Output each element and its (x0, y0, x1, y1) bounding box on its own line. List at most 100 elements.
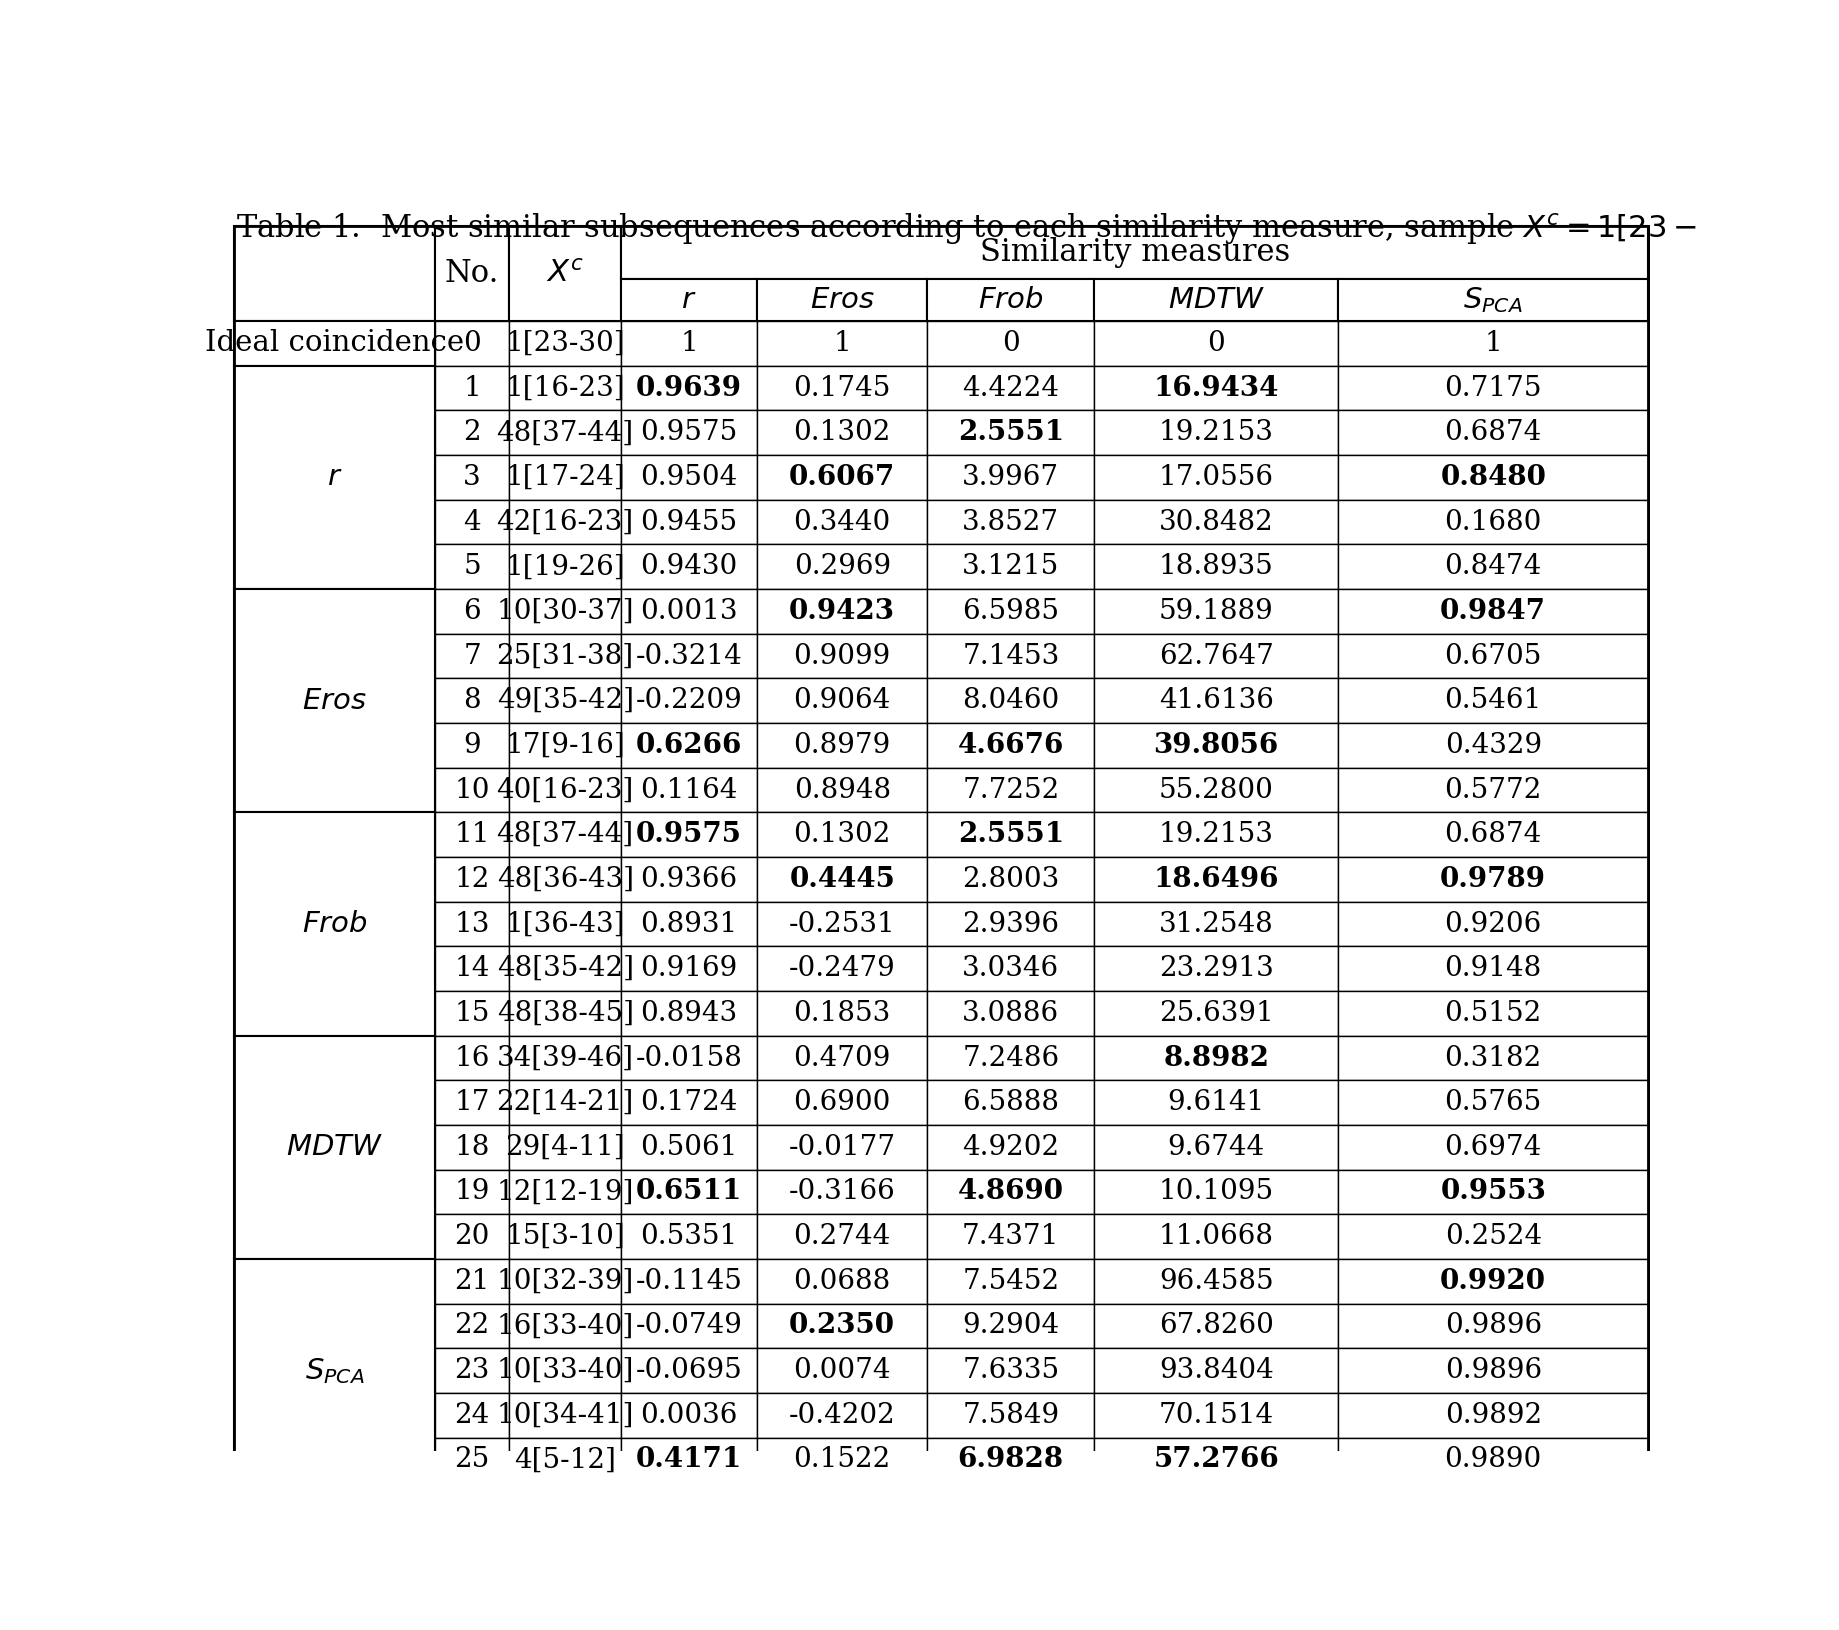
Text: $X^c$: $X^c$ (546, 258, 583, 289)
Bar (436, 857, 509, 901)
Text: $MDTW$: $MDTW$ (285, 1133, 383, 1161)
Bar (756, 544, 927, 588)
Text: 59.1889: 59.1889 (1159, 598, 1273, 624)
Text: 67.8260: 67.8260 (1159, 1312, 1273, 1340)
Text: 10.1095: 10.1095 (1159, 1178, 1273, 1206)
Text: $Eros$: $Eros$ (302, 686, 366, 714)
Text: 17[9-16]: 17[9-16] (506, 732, 625, 760)
Text: 0.6900: 0.6900 (793, 1089, 890, 1117)
Bar (927, 724, 1094, 768)
Text: -0.2209: -0.2209 (636, 688, 743, 714)
Bar (1337, 365, 1648, 411)
Text: 34[39-46]: 34[39-46] (497, 1045, 633, 1071)
Text: 0.0688: 0.0688 (793, 1268, 890, 1294)
Text: 1[23-30]: 1[23-30] (506, 329, 625, 357)
Text: 0.8931: 0.8931 (640, 911, 737, 937)
Bar (1094, 634, 1337, 678)
Text: 25: 25 (454, 1446, 489, 1474)
Text: 0.9575: 0.9575 (636, 822, 741, 848)
Bar (927, 812, 1094, 857)
Text: 96.4585: 96.4585 (1159, 1268, 1273, 1294)
Bar (622, 901, 756, 947)
Text: 0.4445: 0.4445 (789, 866, 896, 893)
Bar (927, 901, 1094, 947)
Text: 0.5061: 0.5061 (640, 1134, 737, 1161)
Text: 0.9099: 0.9099 (793, 642, 890, 670)
Bar (436, 1258, 509, 1304)
Bar (436, 1394, 509, 1438)
Text: 17.0556: 17.0556 (1159, 465, 1273, 491)
Text: 18.6496: 18.6496 (1153, 866, 1278, 893)
Bar (756, 724, 927, 768)
Bar (509, 500, 622, 544)
Text: 0.9206: 0.9206 (1444, 911, 1541, 937)
Bar (1337, 1348, 1648, 1394)
Bar (1337, 1304, 1648, 1348)
Text: 0.6705: 0.6705 (1444, 642, 1541, 670)
Text: 7.7252: 7.7252 (962, 776, 1059, 804)
Text: 0.6874: 0.6874 (1444, 419, 1541, 447)
Bar (1094, 1258, 1337, 1304)
Bar (1337, 588, 1648, 634)
Bar (927, 768, 1094, 812)
Bar (1337, 1214, 1648, 1258)
Bar (436, 1170, 509, 1214)
Text: 0.7175: 0.7175 (1444, 375, 1541, 401)
Bar (622, 857, 756, 901)
Text: 21: 21 (454, 1268, 489, 1294)
Bar (622, 1170, 756, 1214)
Text: 0.8480: 0.8480 (1440, 465, 1545, 491)
Text: 0.0036: 0.0036 (640, 1402, 737, 1430)
Text: 0.9504: 0.9504 (640, 465, 737, 491)
Bar (509, 544, 622, 588)
Bar (1337, 724, 1648, 768)
Text: 0.9430: 0.9430 (640, 553, 737, 580)
Bar (234, 1258, 436, 1482)
Bar (436, 544, 509, 588)
Text: 7.6335: 7.6335 (962, 1358, 1059, 1384)
Text: 1[16-23]: 1[16-23] (506, 375, 625, 401)
Bar (1094, 991, 1337, 1035)
Bar (436, 768, 509, 812)
Bar (1094, 1438, 1337, 1482)
Text: 9.6744: 9.6744 (1168, 1134, 1263, 1161)
Bar (756, 1348, 927, 1394)
Bar (509, 227, 622, 321)
Bar (436, 991, 509, 1035)
Bar (622, 279, 756, 321)
Text: 0.9423: 0.9423 (789, 598, 896, 624)
Text: 8: 8 (463, 688, 480, 714)
Text: 0.9639: 0.9639 (636, 375, 741, 401)
Text: 0.9896: 0.9896 (1444, 1358, 1541, 1384)
Bar (509, 1438, 622, 1482)
Text: 1[17-24]: 1[17-24] (506, 465, 625, 491)
Text: 0.9896: 0.9896 (1444, 1312, 1541, 1340)
Bar (622, 1125, 756, 1170)
Text: 0.2350: 0.2350 (789, 1312, 896, 1340)
Text: 0.9455: 0.9455 (640, 509, 737, 536)
Text: $Eros$: $Eros$ (809, 285, 874, 315)
Bar (1337, 411, 1648, 455)
Bar (436, 411, 509, 455)
Bar (927, 1035, 1094, 1081)
Text: 2: 2 (463, 419, 480, 447)
Text: 6.5888: 6.5888 (962, 1089, 1059, 1117)
Bar (509, 678, 622, 724)
Bar (756, 1035, 927, 1081)
Bar (1094, 1304, 1337, 1348)
Text: 0.2524: 0.2524 (1444, 1222, 1541, 1250)
Bar (756, 1394, 927, 1438)
Text: 29[4-11]: 29[4-11] (506, 1134, 625, 1161)
Bar (436, 1214, 509, 1258)
Bar (927, 1214, 1094, 1258)
Bar (509, 365, 622, 411)
Bar (622, 1258, 756, 1304)
Text: 1: 1 (1484, 329, 1501, 357)
Text: $r$: $r$ (680, 285, 697, 315)
Bar (756, 634, 927, 678)
Bar (436, 1438, 509, 1482)
Bar (622, 724, 756, 768)
Text: 18.8935: 18.8935 (1159, 553, 1273, 580)
Bar (509, 588, 622, 634)
Bar (1094, 455, 1337, 500)
